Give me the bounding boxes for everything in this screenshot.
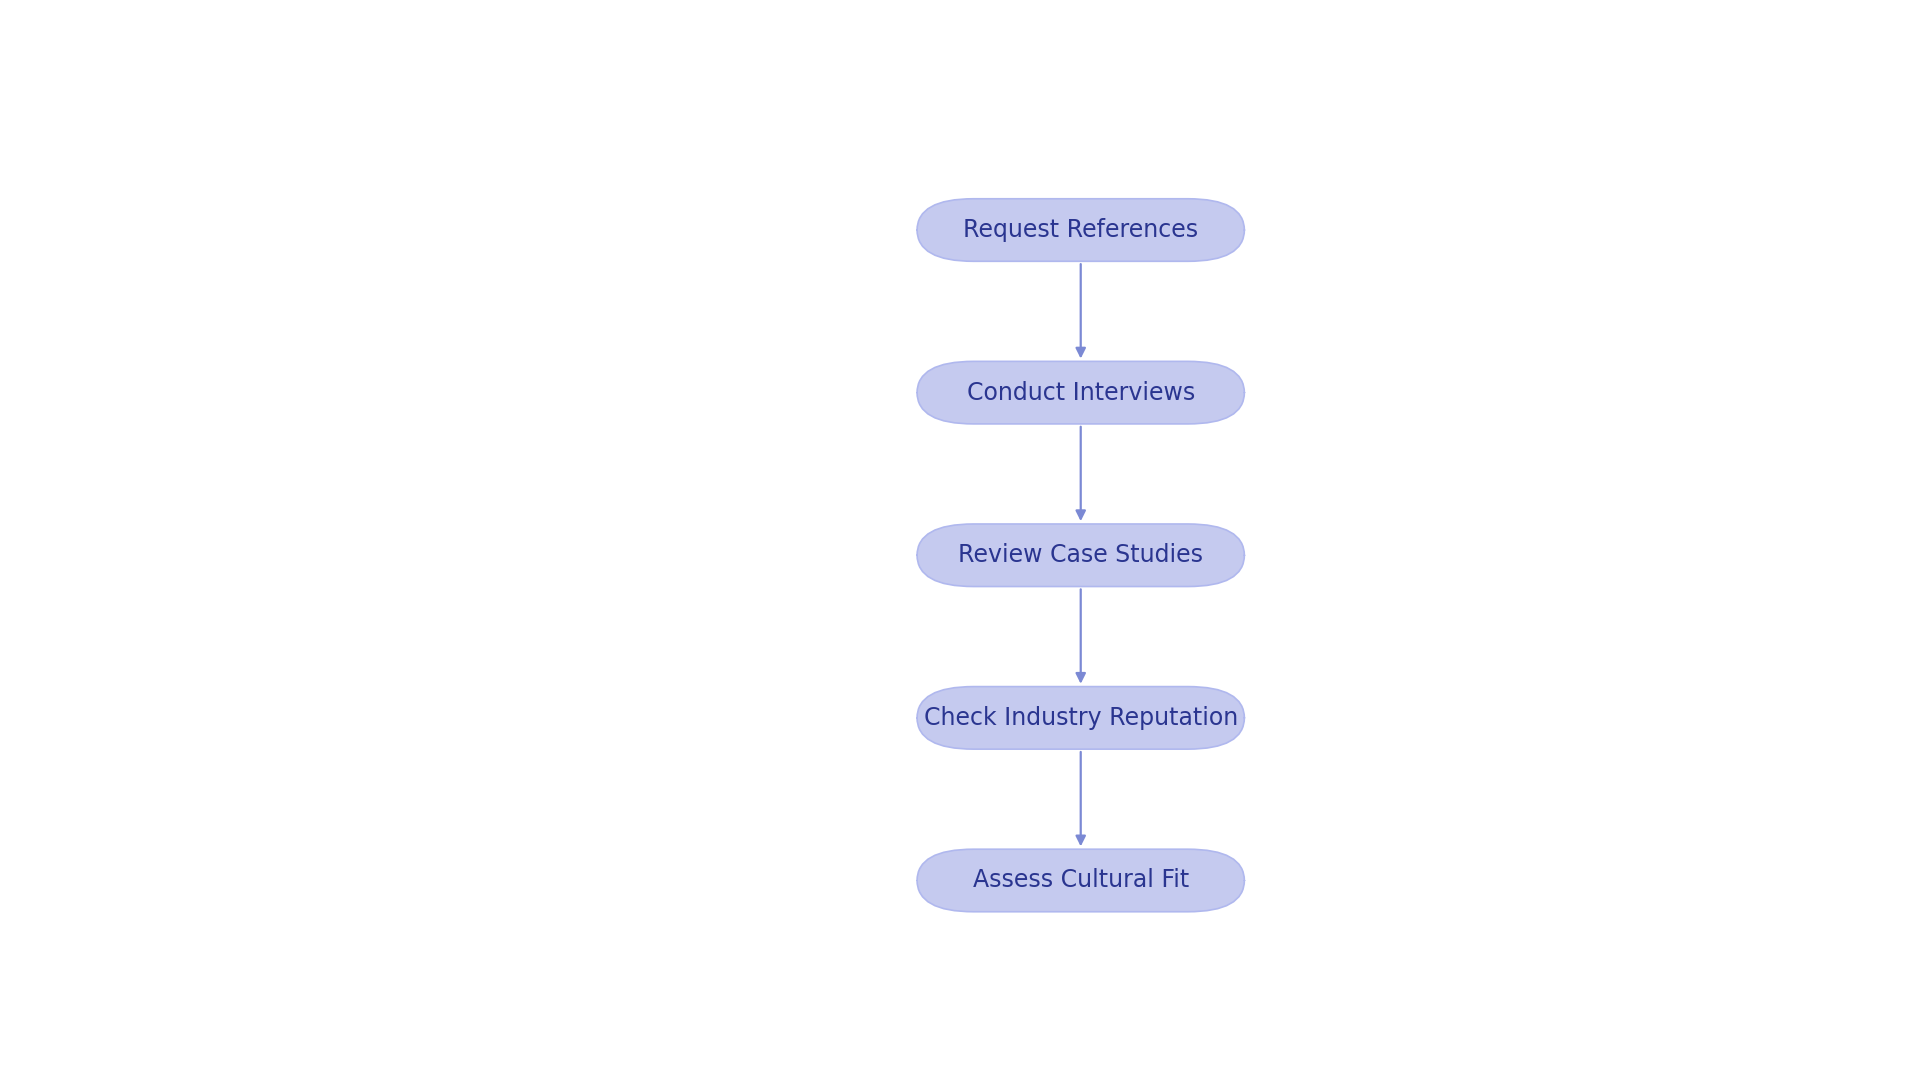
Text: Assess Cultural Fit: Assess Cultural Fit	[973, 869, 1188, 892]
Text: Request References: Request References	[964, 218, 1198, 242]
Text: Check Industry Reputation: Check Industry Reputation	[924, 706, 1238, 730]
Text: Review Case Studies: Review Case Studies	[958, 544, 1204, 567]
FancyBboxPatch shape	[918, 687, 1244, 749]
FancyBboxPatch shape	[918, 362, 1244, 423]
FancyBboxPatch shape	[918, 849, 1244, 912]
FancyBboxPatch shape	[918, 199, 1244, 261]
FancyBboxPatch shape	[918, 524, 1244, 587]
Text: Conduct Interviews: Conduct Interviews	[966, 380, 1194, 405]
